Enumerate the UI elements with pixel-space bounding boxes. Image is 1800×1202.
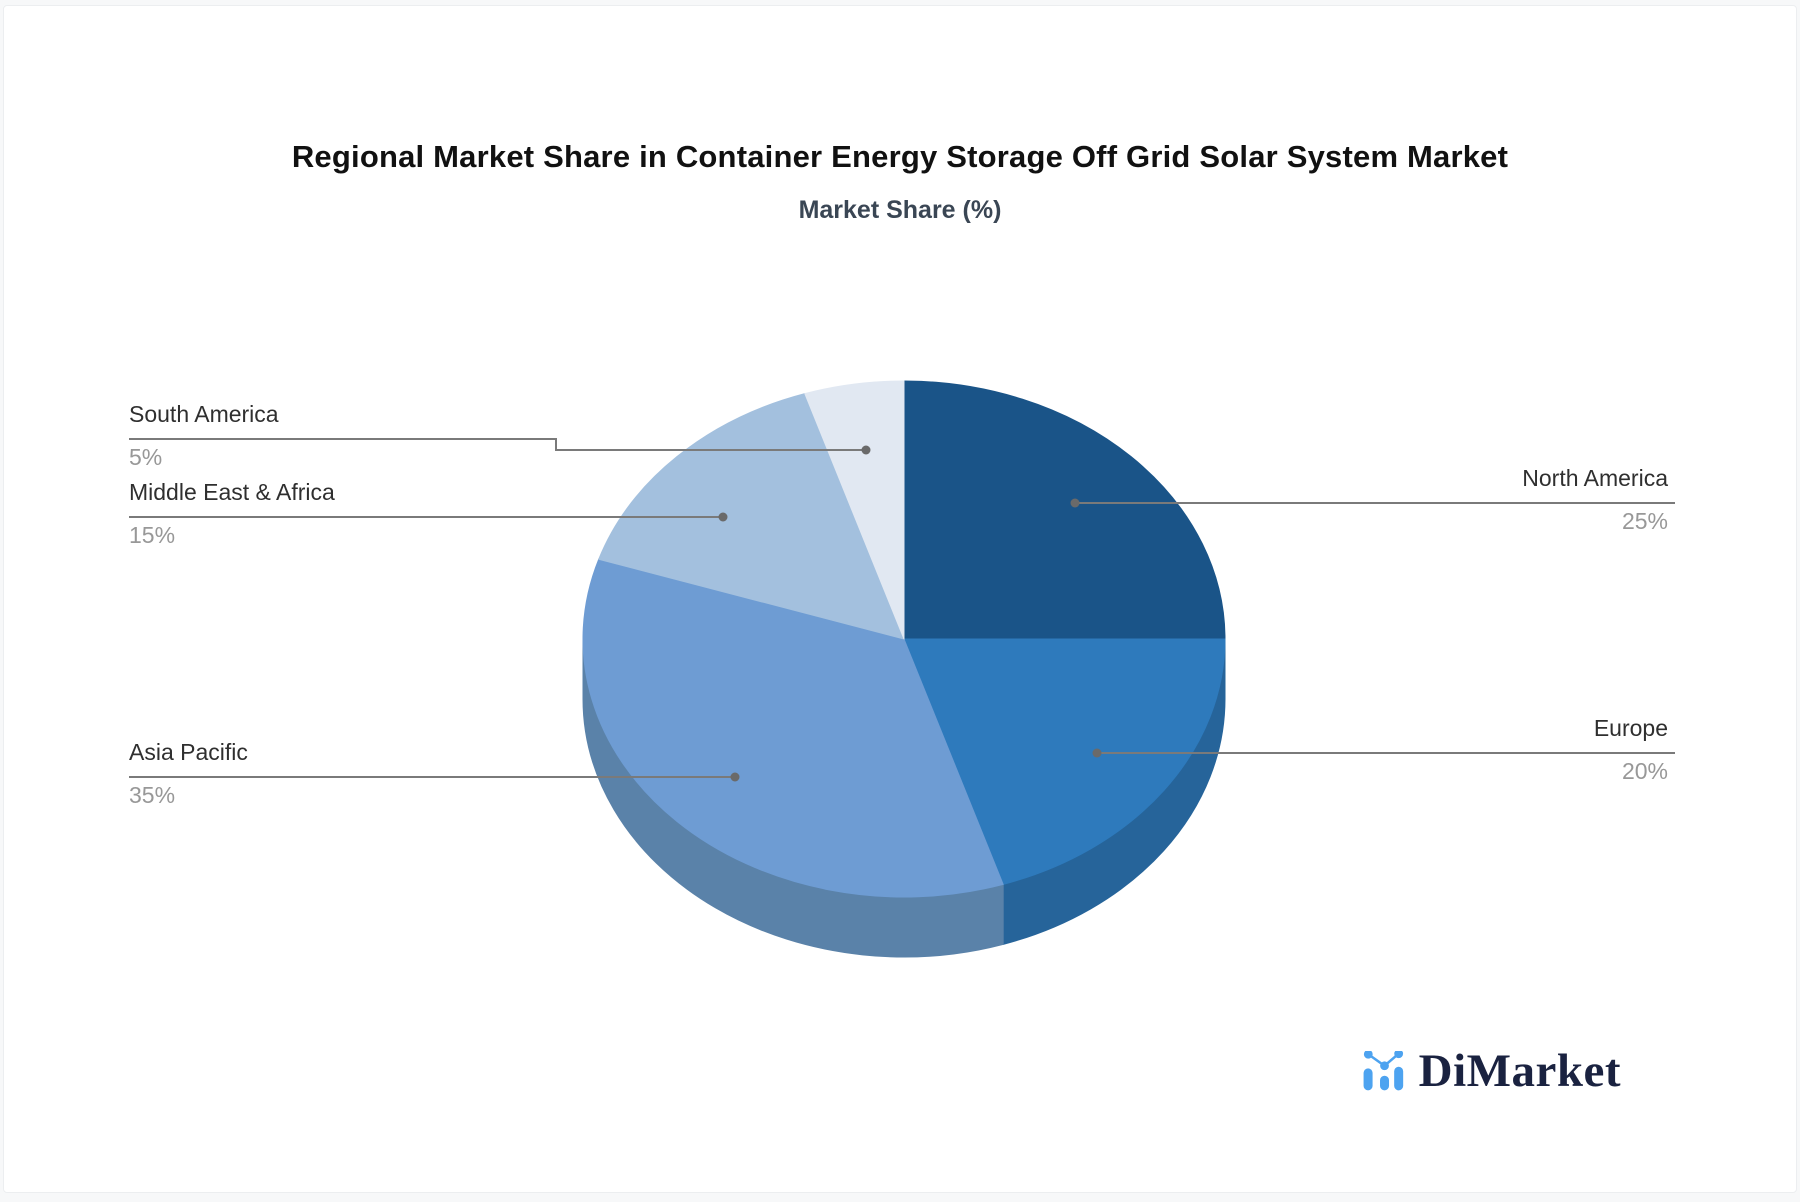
leader-dot-europe xyxy=(1092,748,1102,758)
leader-dot-middle-east-africa xyxy=(718,512,728,522)
pie-slice-europe[interactable] xyxy=(903,638,1226,885)
label-name-text: Middle East & Africa xyxy=(129,479,335,505)
label-value-text: 5% xyxy=(129,444,163,470)
brand-logo: DiMarket xyxy=(1362,1044,1621,1098)
label-value-text: 15% xyxy=(129,522,176,548)
label-middle-east-africa: Middle East & Africa 15% xyxy=(129,479,335,549)
label-value-text: 25% xyxy=(1621,508,1668,534)
label-name-text: Asia Pacific xyxy=(129,739,248,765)
bar-chart-trend-icon xyxy=(1363,1051,1403,1091)
label-value-text: 20% xyxy=(1621,758,1668,784)
pie-slice-south-america[interactable] xyxy=(804,380,905,640)
label-europe: Europe 20% xyxy=(1594,715,1668,785)
label-north-america: North America 25% xyxy=(1522,465,1668,535)
label-name-text: Europe xyxy=(1593,715,1668,741)
leader-dot-asia-pacific xyxy=(730,772,740,782)
leader-line-south-america xyxy=(129,438,862,451)
label-south-america: South America 5% xyxy=(129,401,279,471)
brand-logo-text: DiMarket xyxy=(1418,1045,1621,1097)
leader-dot-north-america xyxy=(1070,498,1080,508)
chart-card: Regional Market Share in Container Energ… xyxy=(3,5,1797,1193)
label-value-text: 35% xyxy=(129,782,176,808)
pie-slice-middle-east-africa[interactable] xyxy=(598,393,905,640)
label-name-text: North America xyxy=(1522,465,1668,491)
chart-subtitle: Market Share (%) xyxy=(798,196,1002,224)
label-asia-pacific: Asia Pacific 35% xyxy=(129,739,248,809)
pie-slice-north-america[interactable] xyxy=(903,380,1226,640)
leader-dot-south-america xyxy=(861,445,871,455)
pie-chart xyxy=(129,380,1675,958)
pie-slice-asia-pacific[interactable] xyxy=(582,558,1004,898)
label-name-text: South America xyxy=(129,401,279,427)
chart-title: Regional Market Share in Container Energ… xyxy=(291,139,1509,174)
